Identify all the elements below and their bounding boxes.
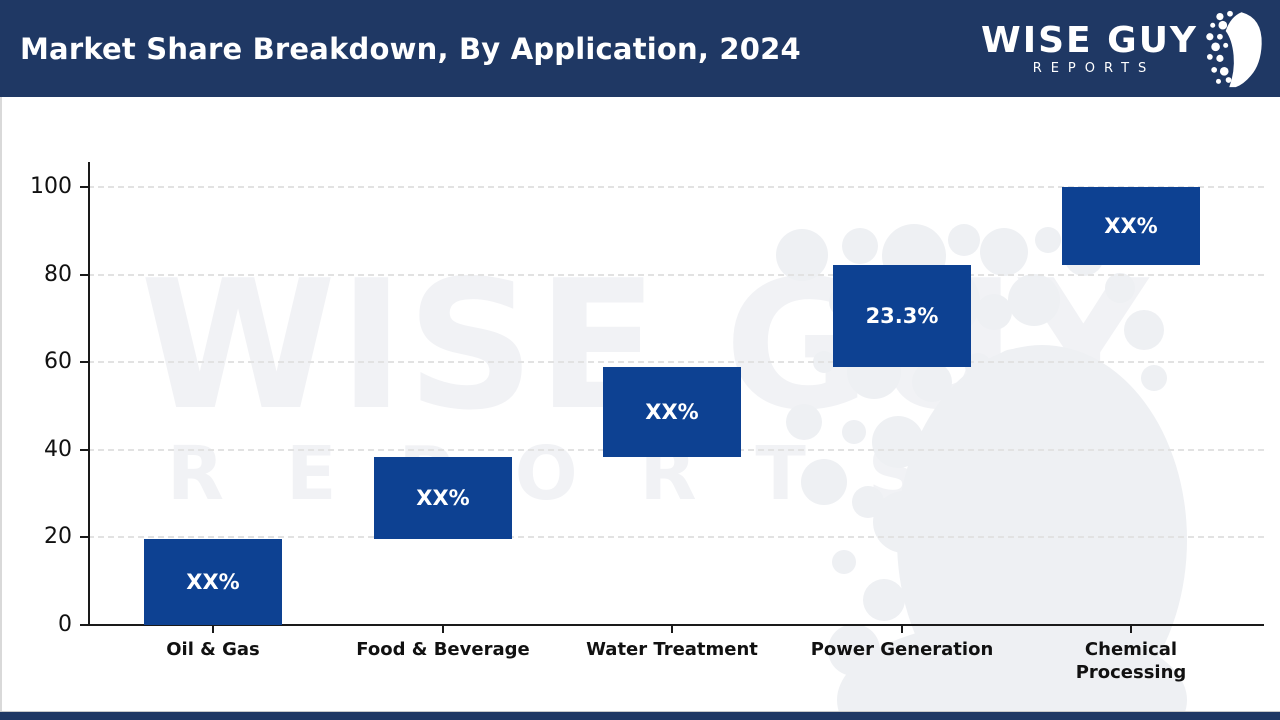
y-tick-label: 0 <box>58 612 72 637</box>
x-category-label: Power Generation <box>810 639 994 660</box>
x-axis-line <box>88 624 1264 626</box>
y-axis-line <box>88 162 90 626</box>
x-tick-mark <box>1130 626 1132 633</box>
y-tick-mark <box>80 536 88 539</box>
bar-value-label: XX% <box>645 399 699 424</box>
x-tick-mark <box>671 626 673 633</box>
x-category-label: Food & Beverage <box>356 639 530 660</box>
y-tick-mark <box>80 448 88 451</box>
y-tick-label: 40 <box>44 436 72 462</box>
gridline <box>88 186 1264 188</box>
y-tick-mark <box>80 624 88 626</box>
x-tick-mark <box>442 626 444 633</box>
y-tick-label: 80 <box>44 261 72 287</box>
bar-chemical-processing: XX% <box>1062 187 1200 265</box>
bar-food-beverage: XX% <box>374 457 512 540</box>
bar-value-label: 23.3% <box>865 303 939 328</box>
bar-value-label: XX% <box>416 486 470 511</box>
chart-area: WISE GUY REPORTS 0 20 40 60 80 100 XX% Oil & Ga… <box>0 97 1280 712</box>
page-title: Market Share Breakdown, By Application, … <box>20 31 801 66</box>
x-tick-mark <box>212 626 214 633</box>
y-tick-label: 20 <box>44 524 72 550</box>
logo-wordmark: WISE GUY <box>980 19 1198 61</box>
y-tick-label: 100 <box>30 174 72 199</box>
x-tick-mark <box>901 626 903 633</box>
bar-power-generation: 23.3% <box>833 264 971 367</box>
x-category-label: Oil & Gas <box>166 639 260 660</box>
footer-bar <box>0 711 1280 720</box>
gridline <box>88 536 1264 539</box>
gridline <box>88 273 1264 276</box>
watermark-head-dots <box>776 224 1187 712</box>
bar-value-label: XX% <box>1104 213 1158 238</box>
logo-head-icon <box>1206 10 1262 87</box>
y-tick-mark <box>80 186 88 188</box>
bar-value-label: XX% <box>186 570 240 595</box>
wiseguy-logo: WISE GUY REPORTS <box>981 9 1280 89</box>
gridline <box>88 361 1264 364</box>
logo-subtitle: REPORTS <box>1032 60 1156 76</box>
y-tick-label: 60 <box>44 349 72 375</box>
logo-text: WISE GUY REPORTS <box>980 19 1198 76</box>
bar-oil-gas: XX% <box>144 539 282 625</box>
x-category-label: Water Treatment <box>586 639 758 660</box>
y-tick-mark <box>80 273 88 276</box>
header-bar: Market Share Breakdown, By Application, … <box>0 0 1280 97</box>
y-tick-mark <box>80 361 88 364</box>
x-category-label: Chemical Processing <box>1075 639 1187 683</box>
bar-water-treatment: XX% <box>603 366 741 458</box>
